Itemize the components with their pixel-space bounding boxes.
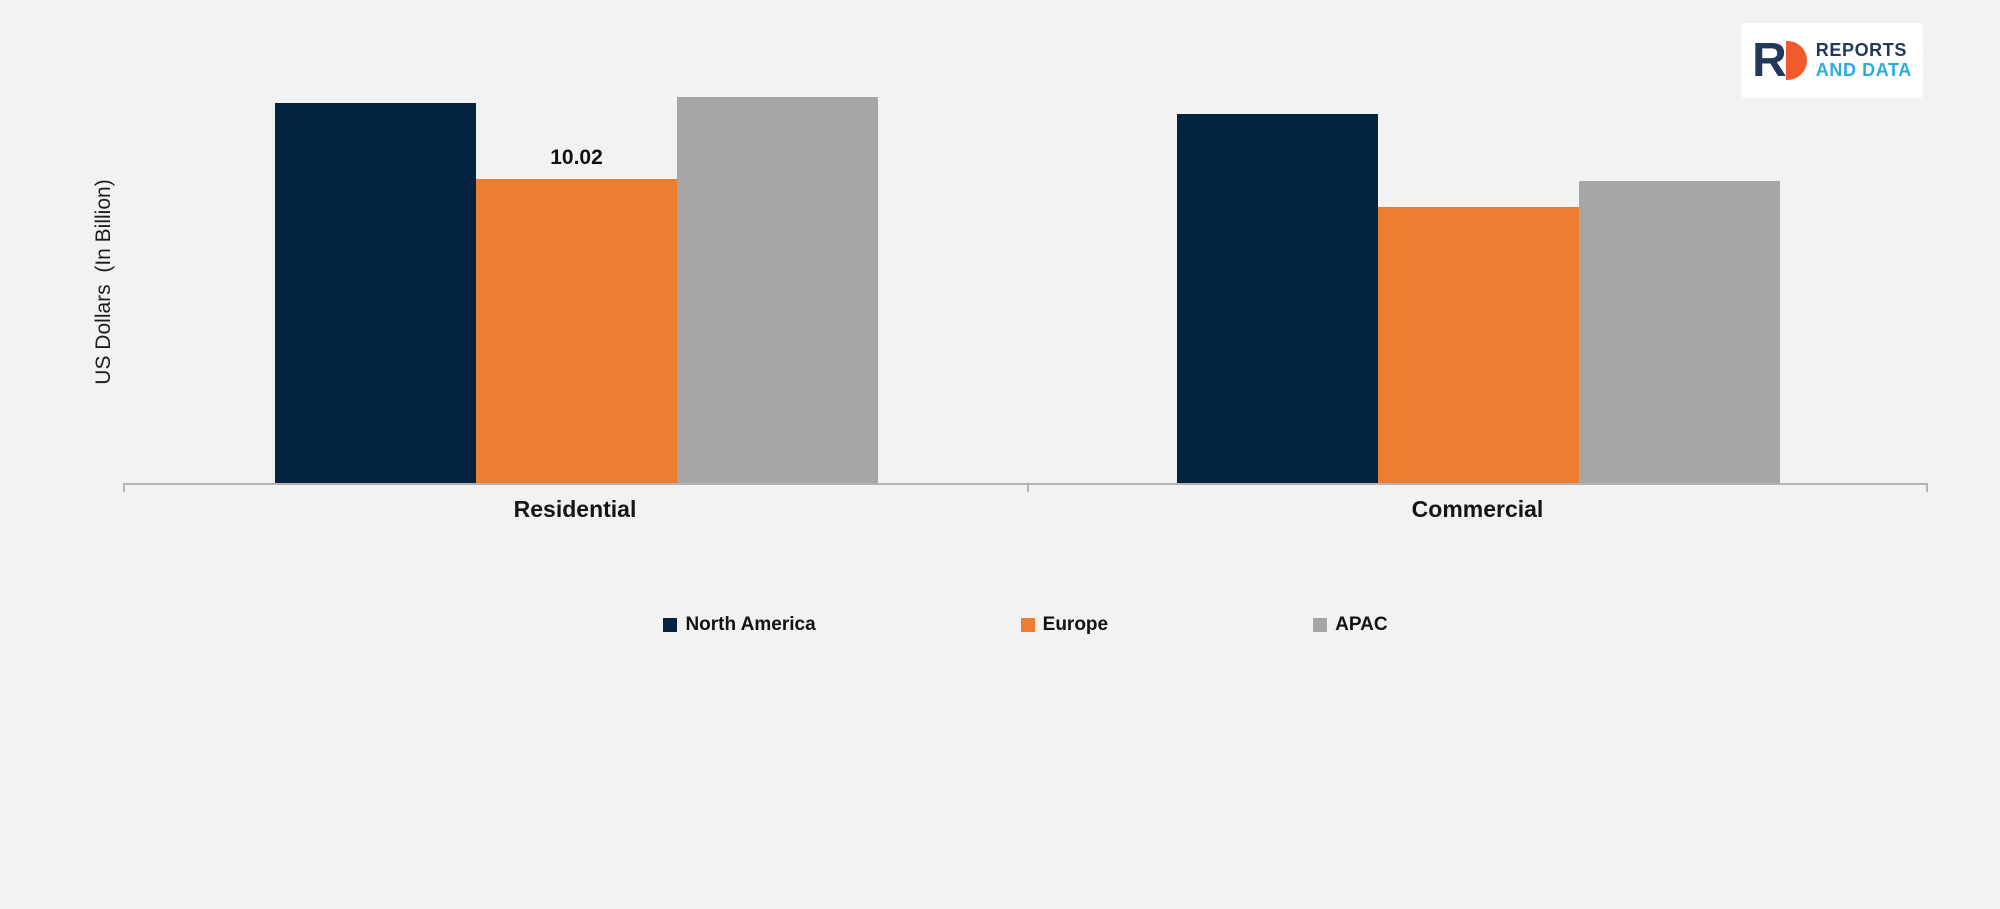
bar-europe-commercial [1378, 207, 1579, 483]
legend-label: Europe [1042, 614, 1109, 635]
logo-text: REPORTS AND DATA [1815, 40, 1912, 80]
axis-tick-right [1926, 483, 1928, 492]
category-label-residential: Residential [513, 496, 637, 522]
category-label-commercial: Commercial [1411, 496, 1544, 522]
bar-group-commercial [1177, 114, 1780, 483]
bar-apac-commercial [1579, 181, 1780, 483]
legend-item-north-america: North America [663, 614, 816, 636]
bar-group-residential: 10.02 [275, 97, 878, 483]
rd-logo-icon: R [1752, 33, 1807, 87]
bar-europe-residential: 10.02 [476, 146, 677, 483]
data-label-10.02: 10.02 [550, 146, 603, 169]
reports-and-data-logo: R REPORTS AND DATA [1741, 23, 1923, 98]
logo-letter-r: R [1752, 33, 1787, 87]
bar-north-america-commercial [1177, 114, 1378, 483]
plot-area: 10.02 Residential Commercial [123, 73, 1928, 522]
category-axis-labels: Residential Commercial [123, 496, 1928, 528]
legend-item-apac: APAC [1313, 614, 1388, 636]
legend-swatch [1020, 618, 1035, 632]
y-axis-title: US Dollars (In Billion) [92, 179, 115, 385]
legend-label: North America [685, 614, 816, 635]
axis-tick-middle [1027, 483, 1029, 492]
legend: North America Europe APAC [123, 614, 1928, 636]
logo-text-and-data: AND DATA [1815, 59, 1912, 80]
legend-label: APAC [1335, 614, 1388, 635]
legend-swatch [663, 618, 678, 632]
axis-tick-left [123, 483, 125, 492]
legend-item-europe: Europe [1020, 614, 1109, 636]
x-axis-line [123, 483, 1928, 485]
bar-north-america-residential [275, 103, 476, 483]
logo-text-reports: REPORTS [1815, 40, 1907, 61]
legend-swatch [1313, 618, 1328, 632]
logo-d-shape [1785, 41, 1807, 80]
bar-apac-residential [677, 97, 878, 483]
